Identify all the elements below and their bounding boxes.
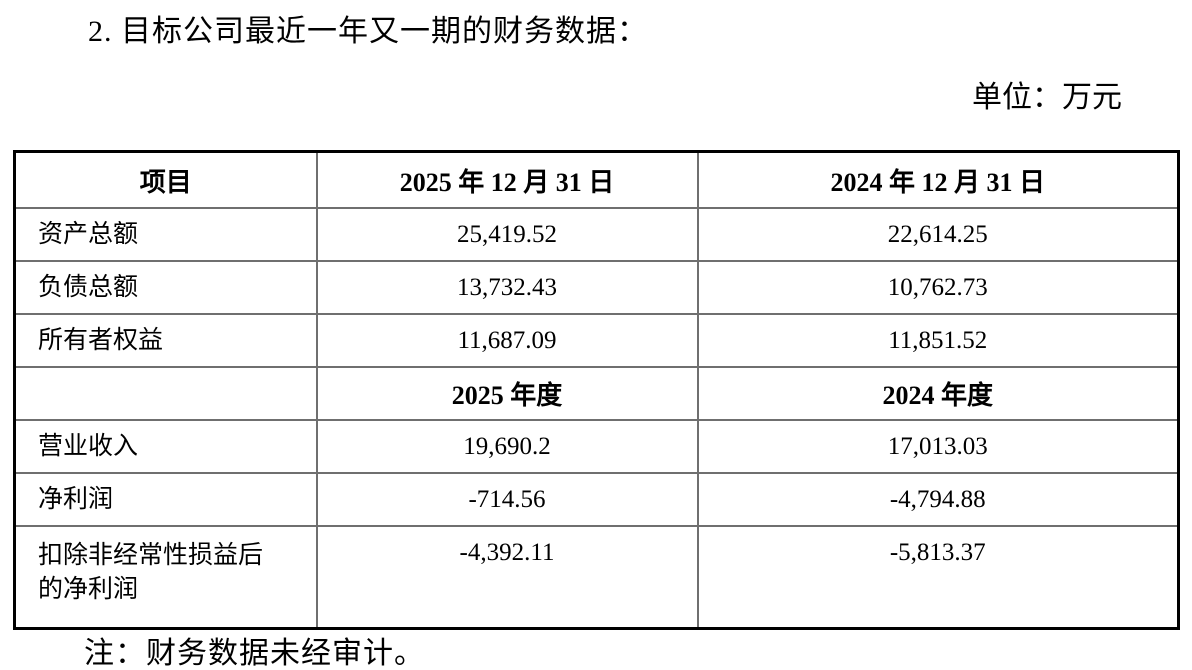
header-cell-2024-date: 2024 年 12 月 31 日	[696, 150, 1180, 209]
cell-value-2025: 25,419.52	[315, 207, 699, 262]
table-row-net-profit: 净利润 -714.56 -4,794.88	[13, 472, 1180, 527]
footnote: 注：财务数据未经审计。	[84, 637, 425, 670]
header-cell-2024-period: 2024 年度	[696, 366, 1180, 421]
cell-value-2025: 19,690.2	[315, 419, 699, 474]
table-row-net-profit-excl-nonrecurring: 扣除非经常性损益后 的净利润 -4,392.11 -5,813.37	[13, 525, 1180, 630]
cell-item-label: 负债总额	[13, 260, 318, 315]
cell-value-2024: 17,013.03	[696, 419, 1180, 474]
cell-item-label: 扣除非经常性损益后 的净利润	[13, 525, 318, 630]
header-cell-2025-period: 2025 年度	[315, 366, 699, 421]
section-heading: 2. 目标公司最近一年又一期的财务数据：	[88, 15, 648, 48]
table-row-operating-revenue: 营业收入 19,690.2 17,013.03	[13, 419, 1180, 474]
cell-item-label: 净利润	[13, 472, 318, 527]
cell-value-2024: 22,614.25	[696, 207, 1180, 262]
cell-value-2025: -4,392.11	[315, 525, 699, 630]
cell-value-2025: -714.56	[315, 472, 699, 527]
cell-value-2024: 10,762.73	[696, 260, 1180, 315]
cell-item-label: 所有者权益	[13, 313, 318, 368]
table-row-total-assets: 资产总额 25,419.52 22,614.25	[13, 207, 1180, 262]
unit-label: 单位：万元	[972, 81, 1122, 114]
table-period-header-row: 2025 年度 2024 年度	[13, 366, 1180, 421]
financial-table: 项目 2025 年 12 月 31 日 2024 年 12 月 31 日 资产总…	[13, 150, 1180, 630]
cell-item-empty	[13, 366, 318, 421]
table-row-owners-equity: 所有者权益 11,687.09 11,851.52	[13, 313, 1180, 368]
cell-value-2025: 11,687.09	[315, 313, 699, 368]
cell-item-label: 资产总额	[13, 207, 318, 262]
cell-value-2024: -5,813.37	[696, 525, 1180, 630]
header-cell-2025-date: 2025 年 12 月 31 日	[315, 150, 699, 209]
cell-value-2024: -4,794.88	[696, 472, 1180, 527]
table-header-row: 项目 2025 年 12 月 31 日 2024 年 12 月 31 日	[13, 150, 1180, 209]
cell-item-label: 营业收入	[13, 419, 318, 474]
cell-value-2024: 11,851.52	[696, 313, 1180, 368]
table-row-total-liabilities: 负债总额 13,732.43 10,762.73	[13, 260, 1180, 315]
header-cell-item: 项目	[13, 150, 318, 209]
cell-value-2025: 13,732.43	[315, 260, 699, 315]
